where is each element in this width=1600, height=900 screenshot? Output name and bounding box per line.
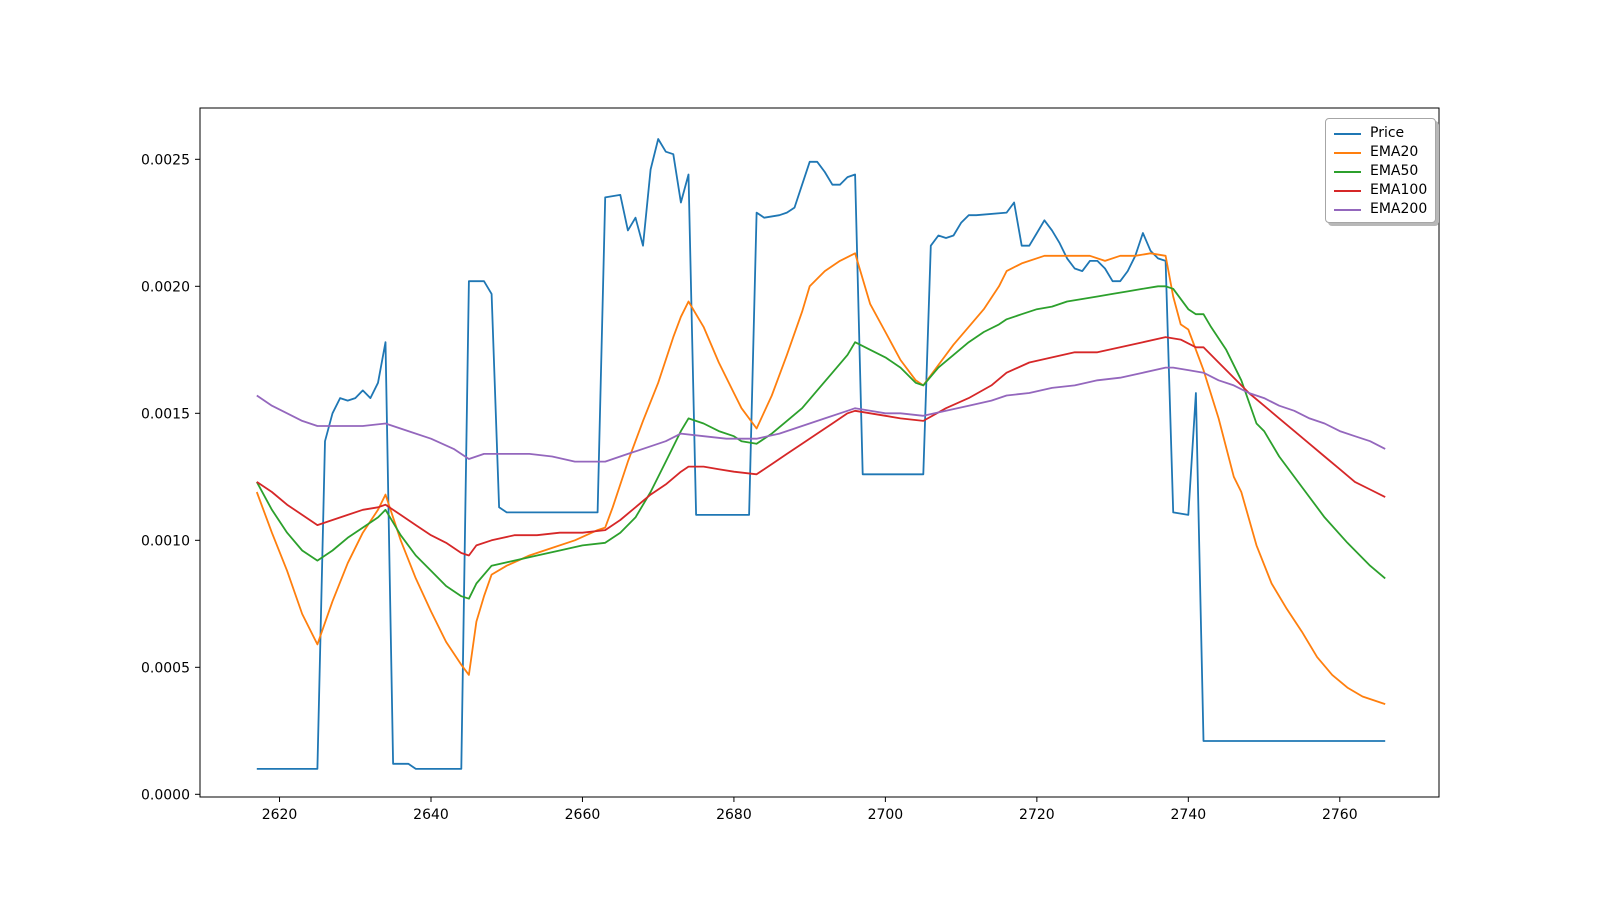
y-tick-label: 0.0005 (141, 660, 190, 676)
series-line-ema100 (256, 336, 1386, 557)
x-tick-label: 2740 (1171, 807, 1207, 823)
legend: Price EMA20 EMA50 EMA100 EMA200 (1325, 118, 1436, 223)
y-tick-label: 0.0020 (141, 279, 190, 295)
series-line-ema50 (256, 285, 1386, 600)
axes-frame (199, 107, 1440, 798)
legend-entry-ema50: EMA50 (1334, 162, 1427, 181)
legend-label-ema20: EMA20 (1370, 144, 1419, 160)
legend-entry-ema100: EMA100 (1334, 181, 1427, 200)
legend-label-ema200: EMA200 (1370, 201, 1428, 217)
ema50-line-swatch (1334, 170, 1361, 173)
legend-entry-ema200: EMA200 (1334, 200, 1427, 219)
x-tick-label: 2700 (868, 807, 904, 823)
ema200-line-swatch (1334, 208, 1361, 211)
plot-area: 2620 2640 2660 2680 2700 2720 2740 2760 0.0000 0.… (141, 107, 1440, 823)
price-line-swatch (1334, 132, 1361, 135)
legend-label-price: Price (1370, 125, 1405, 141)
x-tick-label: 2680 (716, 807, 752, 823)
y-tick-label: 0.0010 (141, 533, 190, 549)
ema100-line-swatch (1334, 189, 1361, 192)
x-tick-label: 2660 (565, 807, 601, 823)
ema20-line-swatch (1334, 151, 1361, 154)
legend-label-ema100: EMA100 (1370, 182, 1428, 198)
legend-entry-price: Price (1334, 124, 1427, 143)
x-tick-label: 2720 (1019, 807, 1055, 823)
y-tick-label: 0.0025 (141, 152, 190, 168)
legend-entry-ema20: EMA20 (1334, 143, 1427, 162)
legend-label-ema50: EMA50 (1370, 163, 1419, 179)
x-tick-label: 2640 (413, 807, 449, 823)
series-line-ema200 (256, 366, 1386, 463)
x-tick-label: 2760 (1322, 807, 1358, 823)
x-tick-label: 2620 (262, 807, 298, 823)
y-tick-label: 0.0000 (141, 787, 190, 803)
series-line-ema20 (255, 252, 1386, 705)
y-tick-label: 0.0015 (141, 406, 190, 422)
series-line-price (256, 138, 1386, 770)
